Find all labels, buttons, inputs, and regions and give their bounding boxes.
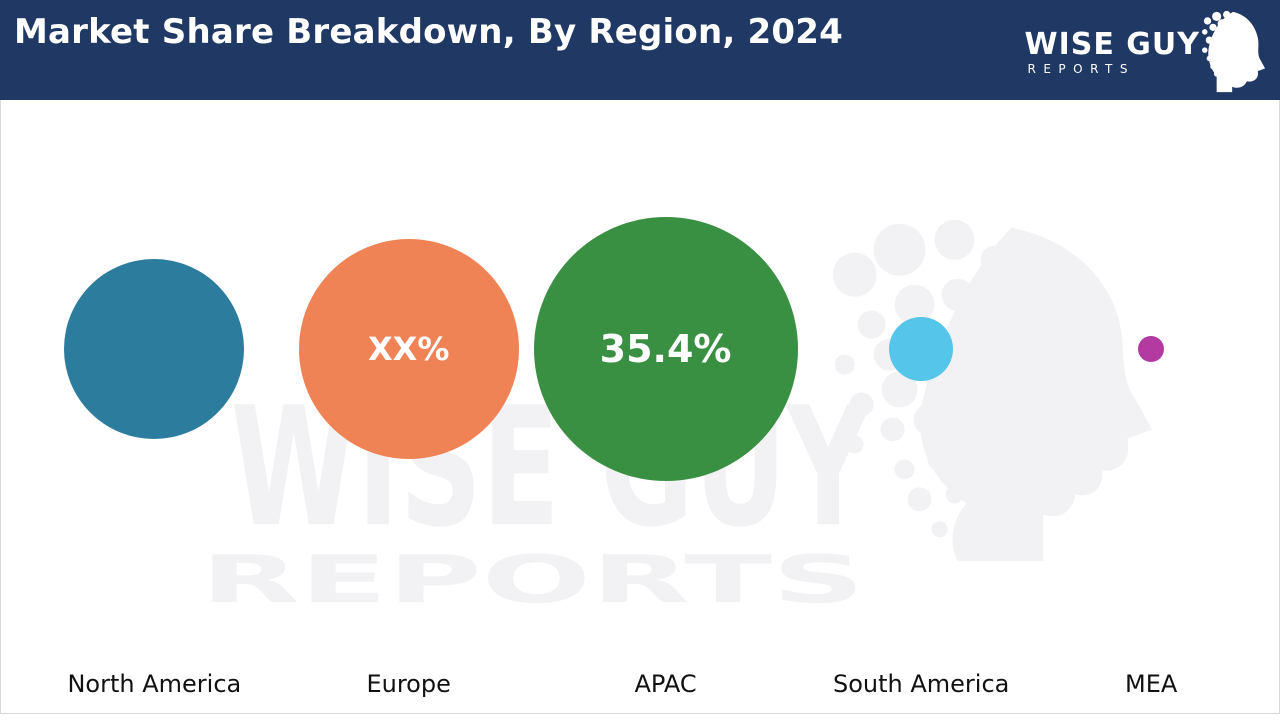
wiseguy-logo: WISE GUY REPORTS [1024, 10, 1266, 94]
bubble-apac: 35.4% [533, 217, 798, 481]
watermark-head-silhouette [920, 227, 1153, 562]
bubble-north-america [64, 259, 245, 439]
watermark-subtitle: REPORTS [201, 541, 865, 618]
bubble-south-america [889, 317, 954, 381]
bubble-chart-canvas: WISE GUY REPORTS XX% 35.4% North America E… [0, 100, 1280, 714]
page-title: Market Share Breakdown, By Region, 2024 [14, 12, 843, 52]
bubble-value-label: 35.4% [599, 327, 732, 371]
category-label-europe: Europe [366, 670, 451, 698]
category-label-south-america: South America [832, 670, 1010, 698]
header-bar: Market Share Breakdown, By Region, 2024 … [0, 0, 1280, 100]
category-label-apac: APAC [634, 670, 697, 698]
category-label-mea: MEA [1125, 670, 1178, 698]
logo-wordmark: WISE GUY [1024, 27, 1200, 62]
bubble-europe: XX% [298, 239, 519, 459]
category-label-north-america: North America [67, 670, 242, 698]
logo-head-icon [1202, 10, 1266, 93]
bubble-value-label: XX% [367, 330, 450, 368]
logo-subtitle: REPORTS [1027, 62, 1135, 76]
logo-text-block: WISE GUY REPORTS [1024, 28, 1200, 76]
bubble-mea [1138, 336, 1165, 362]
